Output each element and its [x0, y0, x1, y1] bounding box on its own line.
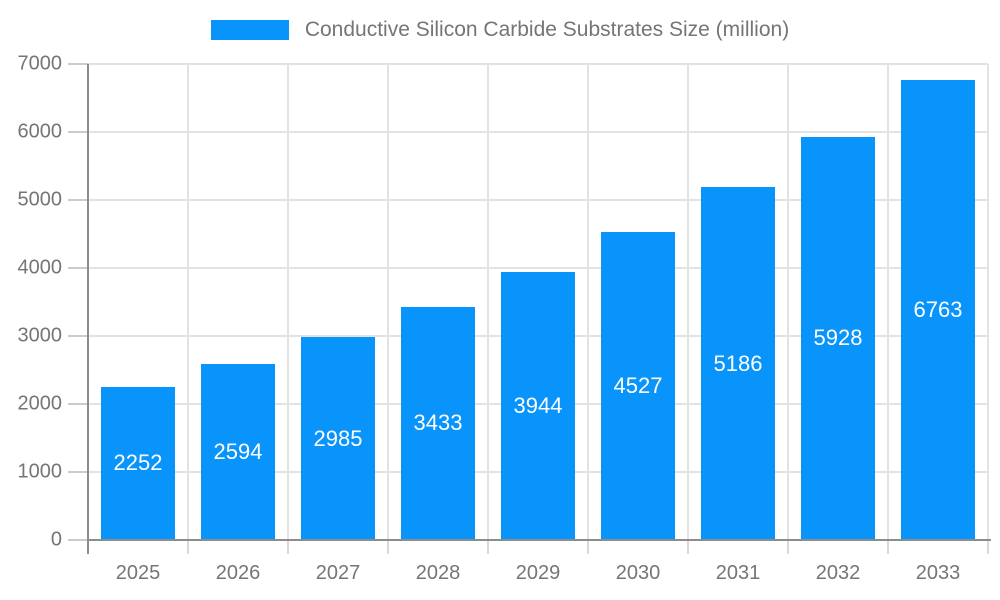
plot-area: 0 1000 2000 3000 4000 5000 6000 7000 2252 2025 25… — [18, 53, 991, 584]
x-category-label: 2025 — [115, 562, 161, 584]
bar: 2252 — [101, 386, 175, 540]
y-axis-tick — [68, 267, 88, 269]
bar: 3944 — [501, 271, 575, 540]
y-tick-label: 2000 — [17, 392, 63, 415]
bar: 6763 — [901, 80, 975, 540]
x-category-label: 2033 — [915, 562, 961, 584]
x-axis-tick — [487, 540, 489, 554]
bar-value-label: 2594 — [213, 438, 263, 464]
bar-value-label: 5186 — [713, 350, 763, 376]
y-axis-tick — [68, 471, 88, 473]
legend: Conductive Silicon Carbide Substrates Si… — [0, 18, 1000, 42]
x-category-label: 2032 — [815, 562, 861, 584]
bars-layer: 2252 2025 2594 2026 2985 2027 3433 2028 3944 2029… — [88, 64, 988, 584]
bar: 5186 — [701, 187, 775, 540]
y-axis-tick — [68, 539, 88, 541]
x-axis-line — [87, 539, 991, 541]
bar-value-label: 4527 — [613, 373, 663, 399]
v-gridline — [587, 64, 589, 540]
x-category-label: 2029 — [515, 562, 561, 584]
x-axis-tick — [787, 540, 789, 554]
x-axis-tick — [687, 540, 689, 554]
x-axis-tick — [887, 540, 889, 554]
y-axis-line — [87, 64, 89, 554]
v-gridline — [187, 64, 189, 540]
legend-swatch — [210, 20, 289, 40]
y-tick-label: 6000 — [17, 120, 63, 143]
x-axis-tick — [287, 540, 289, 554]
y-axis-tick — [68, 335, 88, 337]
x-axis-tick — [587, 540, 589, 554]
y-tick-label: 4000 — [17, 256, 63, 279]
v-gridline — [987, 64, 989, 540]
h-gridline — [88, 199, 988, 201]
x-axis-tick — [187, 540, 189, 554]
bar: 4527 — [601, 232, 675, 540]
y-axis-tick — [68, 63, 88, 65]
bar: 3433 — [401, 306, 475, 540]
bar-value-label: 6763 — [913, 297, 963, 323]
v-gridline — [787, 64, 789, 540]
bar: 2594 — [201, 363, 275, 540]
v-gridline — [887, 64, 889, 540]
y-axis-tick — [68, 131, 88, 133]
bar: 5928 — [801, 136, 875, 540]
y-tick-label: 1000 — [17, 460, 63, 483]
bar-value-label: 5928 — [813, 325, 863, 351]
x-category-label: 2026 — [215, 562, 261, 584]
bar: 2985 — [301, 337, 375, 540]
v-gridline — [387, 64, 389, 540]
y-tick-label: 0 — [50, 528, 62, 551]
x-category-label: 2028 — [415, 562, 461, 584]
v-gridline — [687, 64, 689, 540]
bar-value-label: 3944 — [513, 392, 563, 418]
y-axis-tick — [68, 199, 88, 201]
y-tick-label: 5000 — [17, 188, 63, 211]
bar-value-label: 3433 — [413, 410, 463, 436]
bar-value-label: 2252 — [113, 450, 163, 476]
x-axis-tick — [987, 540, 989, 554]
h-gridline — [88, 63, 988, 65]
v-gridline — [487, 64, 489, 540]
legend-label: Conductive Silicon Carbide Substrates Si… — [304, 18, 790, 41]
x-axis-tick — [387, 540, 389, 554]
y-axis-tick — [68, 403, 88, 405]
h-gridline — [88, 131, 988, 133]
y-tick-label: 7000 — [17, 52, 63, 75]
x-category-label: 2027 — [315, 562, 361, 584]
v-gridline — [287, 64, 289, 540]
legend-item[interactable]: Conductive Silicon Carbide Substrates Si… — [210, 18, 790, 42]
bar-value-label: 2985 — [313, 425, 363, 451]
h-gridline — [88, 267, 988, 269]
x-category-label: 2030 — [615, 562, 661, 584]
y-tick-label: 3000 — [17, 324, 63, 347]
x-category-label: 2031 — [715, 562, 761, 584]
